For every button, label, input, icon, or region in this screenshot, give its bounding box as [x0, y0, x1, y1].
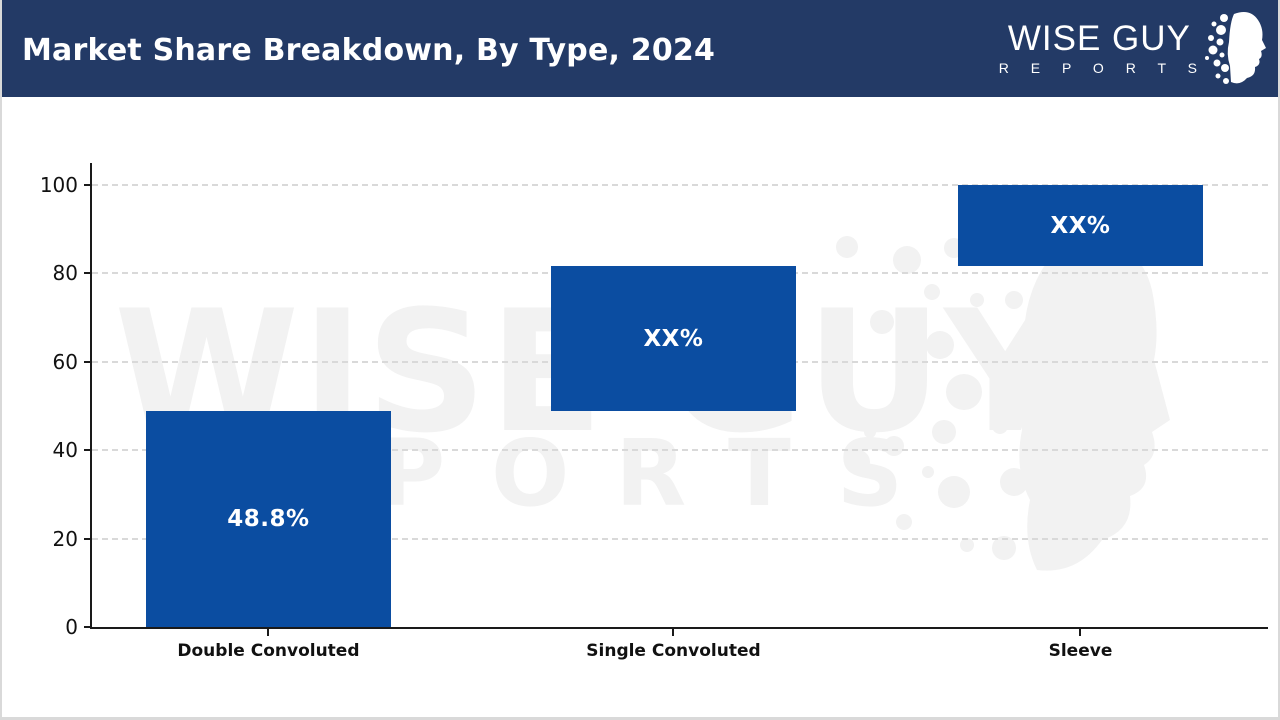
bar-value-label: XX% [1050, 212, 1111, 239]
y-axis-tick [84, 626, 92, 628]
bar-value-label: 48.8% [227, 506, 310, 533]
x-axis-tick [1079, 629, 1082, 636]
page-title: Market Share Breakdown, By Type, 2024 [22, 33, 716, 68]
gridline [92, 449, 1268, 452]
bar-value-label: XX% [643, 325, 704, 352]
y-tick-label: 20 [52, 526, 78, 551]
y-axis-tick [84, 360, 92, 363]
y-tick-label: 0 [65, 615, 78, 639]
x-axis-tick [267, 629, 270, 636]
y-axis-tick [84, 272, 92, 275]
logo-subtitle: R E P O R T S [998, 59, 1206, 76]
x-category-label: Single Convoluted [586, 641, 761, 661]
plot-area: 0 20 40 60 80 100 48.8% Double Convoluted XX% Sin… [40, 163, 1268, 661]
y-tick-label: 60 [52, 349, 78, 374]
logo-wordmark: WISE GUY [1007, 19, 1191, 59]
y-axis-tick [84, 537, 92, 540]
bar-single-convoluted: XX% [550, 266, 796, 412]
logo-text: WISE GUY R E P O R T S [993, 19, 1206, 76]
y-tick-label: 40 [52, 438, 78, 463]
y-axis-tick [84, 449, 92, 452]
logo-face-icon [1205, 11, 1266, 84]
gridline [92, 537, 1268, 540]
wiseguy-logo: WISE GUY R E P O R T S [993, 8, 1268, 90]
y-tick-label: 100 [39, 173, 78, 197]
chart: 0 20 40 60 80 100 48.8% Double Convoluted XX% Sin… [2, 97, 1278, 717]
y-tick-label: 80 [52, 261, 78, 286]
x-category-label: Sleeve [1048, 641, 1113, 661]
bar-double-convoluted: 48.8% [145, 411, 391, 627]
x-axis-tick [672, 629, 675, 636]
header-bar: Market Share Breakdown, By Type, 2024 WI… [2, 0, 1278, 97]
bar-sleeve: XX% [958, 185, 1203, 267]
x-category-label: Double Convoluted [177, 641, 360, 661]
y-axis-tick [84, 184, 92, 186]
gridline [92, 184, 1268, 186]
